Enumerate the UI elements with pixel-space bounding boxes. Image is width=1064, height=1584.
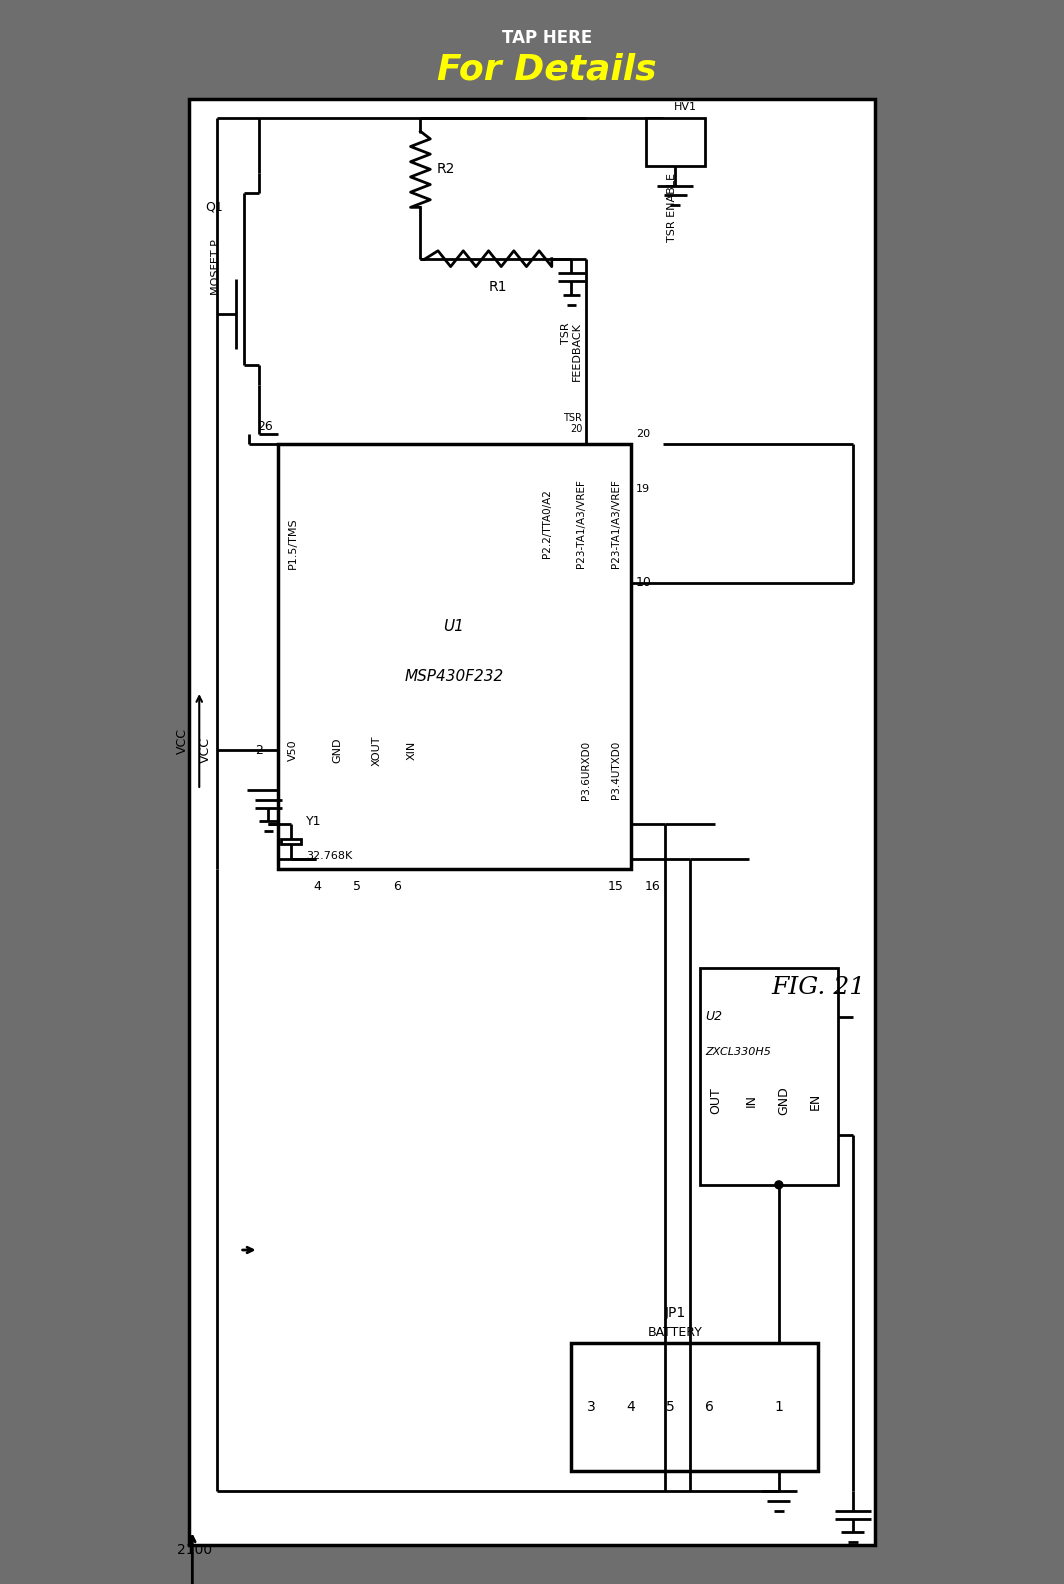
Bar <box>279 445 631 870</box>
Bar <box>700 968 838 1185</box>
Text: 5: 5 <box>666 1400 675 1415</box>
Text: GND: GND <box>333 738 343 763</box>
Text: GND: GND <box>777 1087 789 1115</box>
Text: TSR
FEEDBACK: TSR FEEDBACK <box>561 322 582 380</box>
Bar <box>571 1343 818 1472</box>
Text: R2: R2 <box>436 162 454 176</box>
Text: P1.5/TMS: P1.5/TMS <box>288 518 298 569</box>
Text: TSR
20: TSR 20 <box>564 413 582 434</box>
Circle shape <box>775 1182 783 1188</box>
Text: U2: U2 <box>704 1011 721 1023</box>
Text: For Details: For Details <box>437 52 656 86</box>
Text: 15: 15 <box>608 881 624 893</box>
Text: JP1: JP1 <box>665 1307 686 1319</box>
Text: 4: 4 <box>627 1400 635 1415</box>
Text: Q1: Q1 <box>205 201 223 214</box>
Text: 4: 4 <box>314 881 321 893</box>
Text: 1: 1 <box>775 1400 783 1415</box>
Text: 19: 19 <box>635 483 650 494</box>
Text: 20: 20 <box>635 429 650 439</box>
Text: P23-TA1/A3/VREF: P23-TA1/A3/VREF <box>611 478 621 567</box>
Text: VCC: VCC <box>177 727 189 754</box>
Text: FIG. 21: FIG. 21 <box>771 976 865 1000</box>
Text: P3.6URXD0: P3.6URXD0 <box>581 741 592 800</box>
Text: V50: V50 <box>288 740 298 762</box>
Text: XIN: XIN <box>406 741 417 760</box>
Text: 5: 5 <box>353 881 362 893</box>
Text: 3: 3 <box>587 1400 596 1415</box>
Text: EN: EN <box>809 1093 821 1109</box>
Text: 32.768K: 32.768K <box>305 851 352 862</box>
Text: 6: 6 <box>705 1400 714 1415</box>
Text: 2100: 2100 <box>177 1543 212 1557</box>
Text: IN: IN <box>745 1095 758 1107</box>
Bar <box>162 0 902 93</box>
Text: MOSFET P: MOSFET P <box>211 239 221 295</box>
Text: TAP HERE: TAP HERE <box>502 29 592 46</box>
Text: 26: 26 <box>257 420 273 432</box>
Text: P23-TA1/A3/VREF: P23-TA1/A3/VREF <box>577 478 586 567</box>
Text: BATTERY: BATTERY <box>648 1326 702 1340</box>
Text: HV1: HV1 <box>674 101 697 111</box>
Text: R1: R1 <box>488 280 506 295</box>
Text: XOUT: XOUT <box>372 735 382 765</box>
Text: 2: 2 <box>255 744 264 757</box>
Text: U1: U1 <box>444 619 464 635</box>
Text: P2.2/TTA0/A2: P2.2/TTA0/A2 <box>542 489 552 558</box>
Bar <box>281 840 301 844</box>
Text: ZXCL330H5: ZXCL330H5 <box>704 1047 770 1057</box>
Text: VCC: VCC <box>199 738 212 763</box>
Text: 16: 16 <box>645 881 661 893</box>
Bar <box>646 119 704 166</box>
Text: TSR ENABLE: TSR ENABLE <box>667 173 678 242</box>
Text: MSP430F232: MSP430F232 <box>404 668 503 684</box>
Text: P3.4UTXD0: P3.4UTXD0 <box>611 741 621 800</box>
Text: Y1: Y1 <box>305 816 321 828</box>
Text: 10: 10 <box>635 577 651 589</box>
Text: OUT: OUT <box>710 1088 722 1114</box>
Text: 6: 6 <box>393 881 401 893</box>
